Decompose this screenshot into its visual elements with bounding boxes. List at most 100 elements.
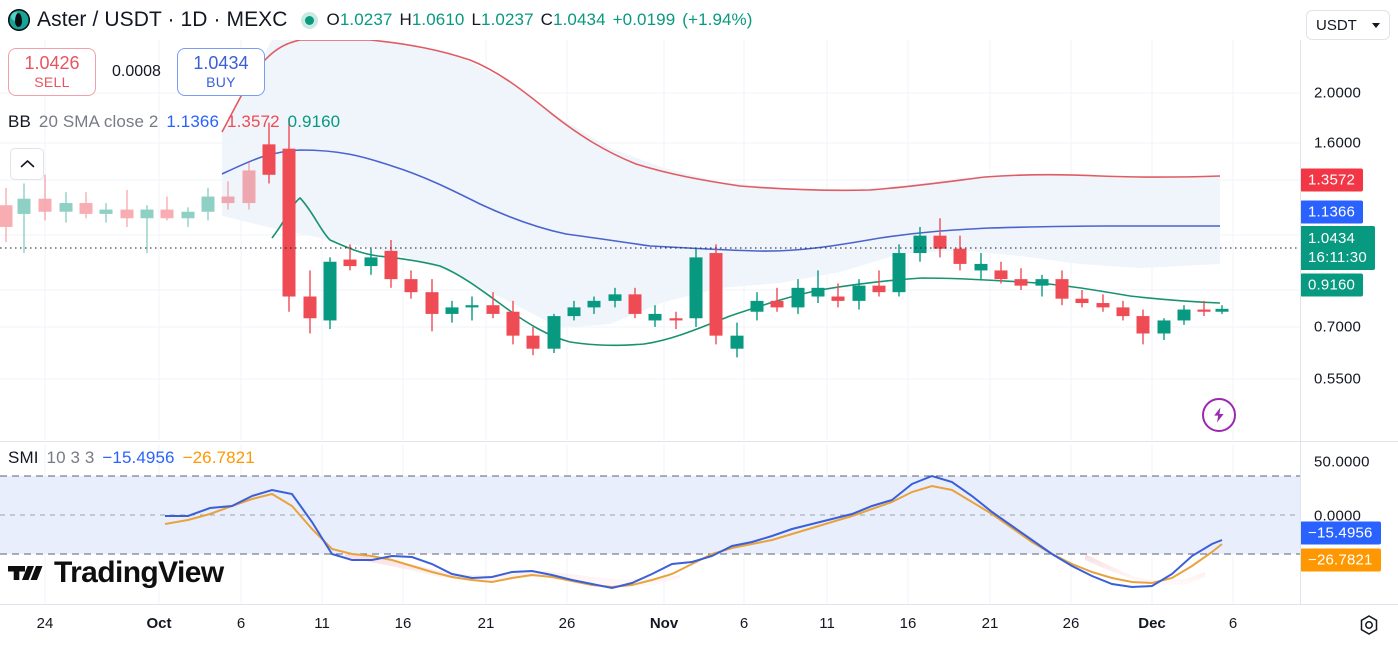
candle [872,270,886,297]
low-label: L [471,10,482,29]
smi-k-badge[interactable]: −15.4956 [1300,521,1381,545]
candle [547,313,561,354]
current-price-value: 1.0434 [1308,230,1356,247]
candle [709,244,723,345]
open-value: 1.0237 [339,10,393,29]
open-label: O [326,10,340,29]
bb-basis-price-badge[interactable]: 1.1366 [1300,200,1364,224]
smi-indicator-legend[interactable]: SMI 10 3 3 −15.4956 −26.7821 [8,448,255,468]
bb-basis-line [221,149,1220,252]
candle [1136,309,1150,345]
candle [1096,294,1110,312]
candle [79,192,93,219]
time-axis[interactable]: 24 Oct 6 11 16 21 26 Nov 6 11 16 21 26 Dec 6 [0,604,1398,657]
candle [1075,290,1089,308]
candle [0,187,13,243]
candle [913,226,927,262]
time-axis-label: 11 [819,615,835,632]
time-axis-label: 21 [477,615,495,632]
bb-legend-upper: 1.3572 [227,112,280,131]
bb-legend-name: BB [8,112,31,131]
lightning-bolt-icon [1214,407,1224,423]
buy-price: 1.0434 [193,53,249,73]
candle [1035,274,1049,297]
candle [669,311,683,330]
flash-alert-button[interactable] [1202,398,1236,432]
time-axis-label: 21 [981,615,999,632]
price-axis[interactable]: 2.0000 1.6000 0.7000 0.5500 1.3572 1.1366 0.91… [1300,40,1398,440]
candle [262,122,276,184]
bb-lower-price-badge[interactable]: 0.9160 [1300,273,1364,297]
smi-d-badge[interactable]: −26.7821 [1300,548,1381,572]
bb-indicator-legend[interactable]: BB 20 SMA close 2 1.1366 1.3572 0.9160 [8,112,340,132]
candle [567,300,581,321]
bb-fill-area [222,40,1220,328]
price-pane[interactable] [0,40,1300,440]
candle [323,257,337,330]
current-price-badge[interactable]: 1.0434 16:11:30 [1300,226,1375,270]
close-label: C [540,10,554,29]
candle [953,235,967,271]
time-axis-label: 26 [1062,615,1080,632]
candle [1116,300,1130,321]
candle [1177,305,1191,325]
candle [160,196,174,221]
smi-axis-tick: 50.0000 [1314,453,1370,471]
candle [587,296,601,314]
smi-legend-k: −15.4956 [102,448,175,467]
smi-chart-canvas [0,444,1300,604]
bb-legend-lower: 0.9160 [287,112,341,131]
time-axis-label: 6 [739,615,749,632]
sell-button[interactable]: 1.0426 SELL [8,48,96,96]
tradingview-logo-icon [8,566,43,580]
candle [425,279,439,332]
collapse-panel-button[interactable] [10,148,44,180]
currency-selector[interactable]: USDT [1306,10,1390,40]
candlestick-series [0,118,1229,358]
candle [221,181,235,210]
tradingview-watermark: TradingView [8,556,224,590]
price-axis-tick: 1.6000 [1314,134,1362,152]
candle [750,292,764,321]
smi-level-lines [0,475,1300,555]
smi-k-line [165,474,1223,590]
candle [486,292,500,319]
smi-pane[interactable] [0,444,1300,604]
pane-separator[interactable] [0,441,1398,442]
candle [791,279,805,314]
candle [17,183,31,254]
buy-button[interactable]: 1.0434 BUY [176,48,265,96]
symbol-title[interactable]: Aster / USDT · 1D · MEXC [37,8,288,31]
candle [770,287,784,312]
candle [343,244,357,271]
smi-axis[interactable]: 50.0000 0.0000 −15.4956 −26.7821 [1300,444,1398,604]
chart-settings-icon[interactable] [1358,614,1380,636]
time-axis-label: 26 [558,615,576,632]
candle [201,187,215,221]
time-axis-label: 24 [36,615,54,632]
candle [506,300,520,345]
spread-value: 0.0008 [112,63,161,80]
price-axis-tick: 0.5500 [1314,370,1362,388]
candle [1215,305,1229,314]
candle [120,190,134,227]
candle [628,287,642,319]
candle [303,270,317,334]
candle [1055,270,1069,306]
bb-upper-line [221,40,1221,192]
candle [404,270,418,299]
price-axis-tick: 2.0000 [1314,84,1362,102]
time-axis-label: 16 [899,615,917,632]
chart-header: Aster / USDT · 1D · MEXC O1.0237 H1.0610 L… [0,0,1398,40]
bb-upper-price-badge[interactable]: 1.3572 [1300,168,1364,192]
smi-axis-tick: 0.0000 [1314,507,1362,525]
time-axis-label: 6 [236,615,246,632]
smi-legend-name: SMI [8,448,39,467]
candle [1157,318,1171,340]
candle [1197,300,1211,317]
candle [689,248,703,327]
bb-legend-params: 20 SMA close 2 [38,112,159,131]
low-value: 1.0237 [481,10,534,29]
buy-label: BUY [206,74,236,90]
